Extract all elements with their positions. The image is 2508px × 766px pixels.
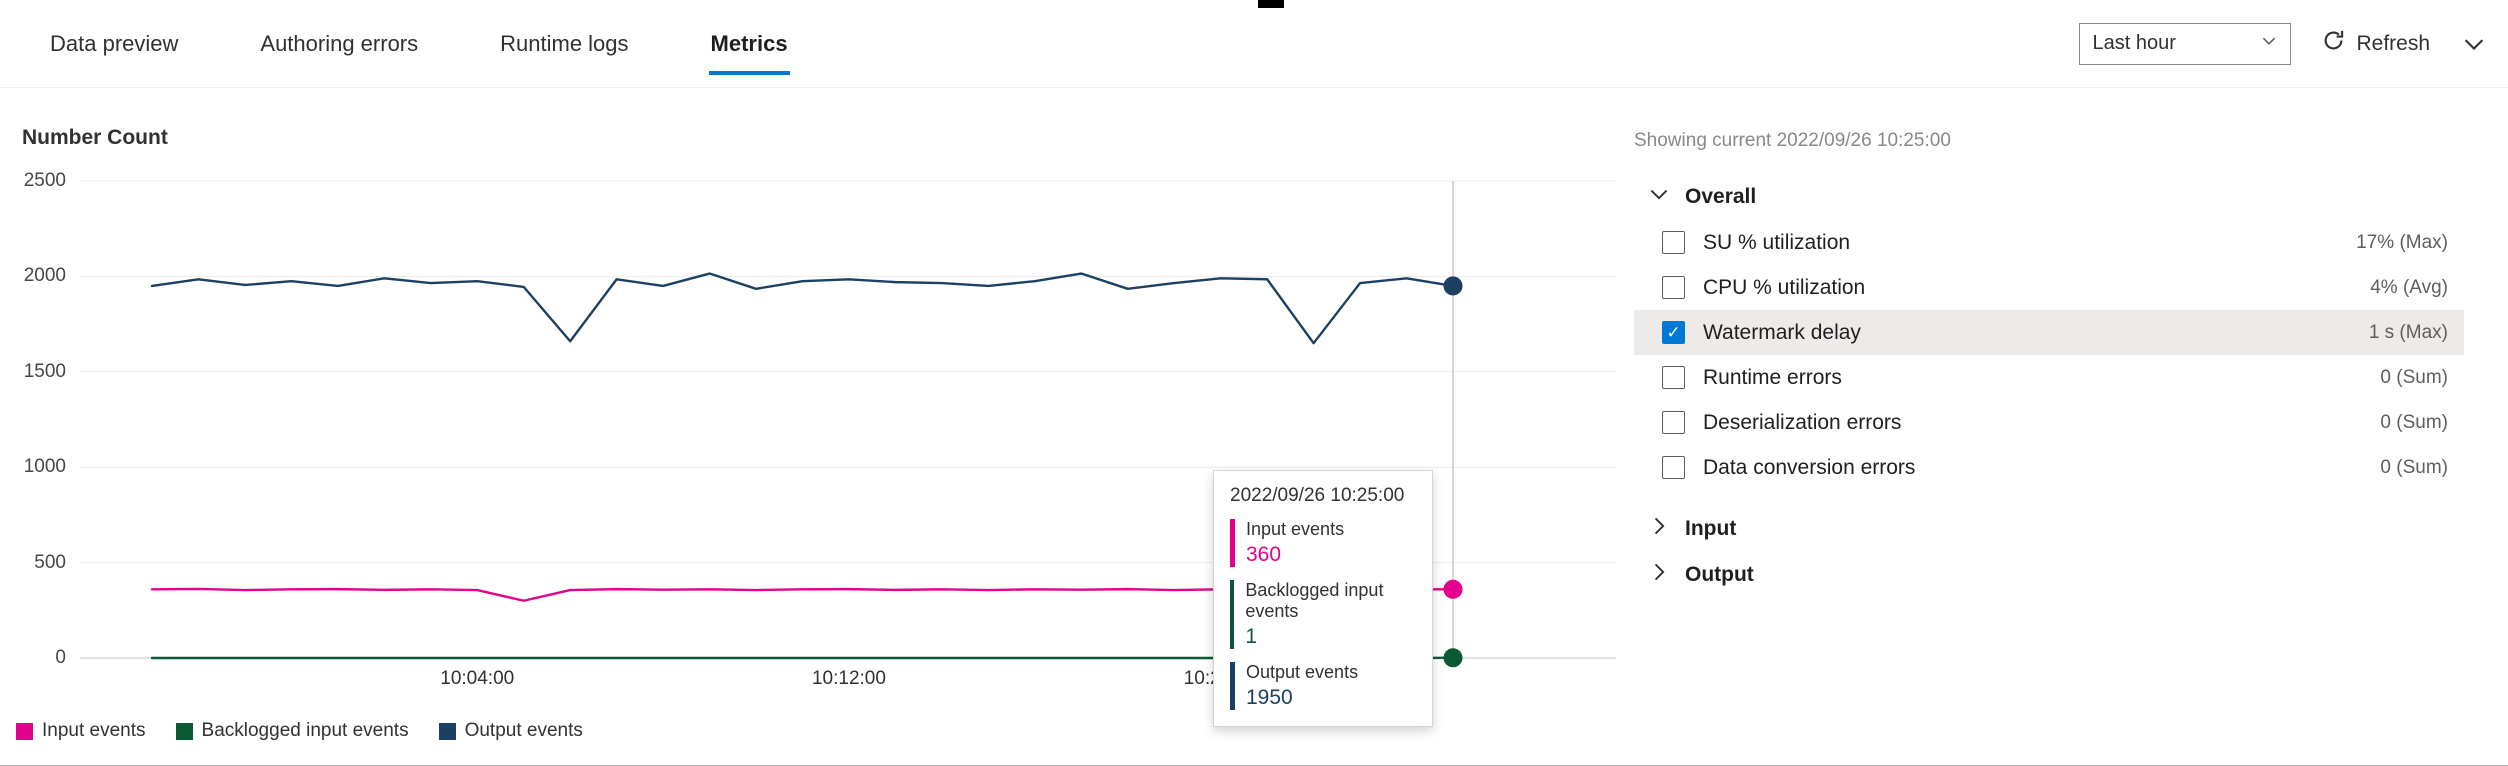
checkbox[interactable]	[1662, 321, 1685, 344]
tab-data-preview[interactable]: Data preview	[50, 30, 179, 56]
showing-current-label: Showing current 2022/09/26 10:25:00	[1634, 130, 1951, 151]
tab-authoring-errors[interactable]: Authoring errors	[260, 30, 419, 56]
group-header-overall[interactable]: Overall	[1634, 174, 2464, 220]
refresh-button[interactable]: Refresh	[2321, 28, 2430, 59]
metric-label: CPU % utilization	[1703, 275, 1866, 299]
checkbox[interactable]	[1662, 456, 1685, 479]
metric-row-cpu-utilization[interactable]: CPU % utilization 4% (Avg)	[1634, 265, 2464, 310]
legend-label: Input events	[42, 720, 146, 741]
group-header-output[interactable]: Output	[1634, 552, 2464, 598]
tooltip-series-label: Output events	[1246, 662, 1359, 682]
series-end-dot-backlogged-input-events	[1443, 648, 1463, 668]
chart-tooltip: 2022/09/26 10:25:00 Input events 360 Bac…	[1213, 470, 1433, 727]
tooltip-entry: Output events 1950	[1230, 662, 1416, 710]
metric-value: 17% (Max)	[2356, 231, 2448, 253]
group-label: Overall	[1685, 185, 1757, 208]
metric-value: 1 s (Max)	[2368, 321, 2448, 343]
checkbox[interactable]	[1662, 276, 1685, 299]
legend-label: Backlogged input events	[201, 720, 409, 741]
metric-value: 4% (Avg)	[2370, 276, 2448, 298]
metric-label: SU % utilization	[1703, 230, 1851, 254]
tooltip-series-label: Input events	[1246, 519, 1345, 539]
metric-row-watermark-delay[interactable]: Watermark delay 1 s (Max)	[1634, 310, 2464, 355]
y-tick-label: 1500	[23, 360, 66, 382]
chart-title: Number Count	[22, 126, 168, 149]
y-tick-label: 500	[34, 551, 66, 573]
resize-handle[interactable]	[1258, 0, 1284, 8]
tab-metrics[interactable]: Metrics	[708, 21, 790, 75]
tab-bar: Data preview Authoring errors Runtime lo…	[48, 21, 790, 75]
group-label: Input	[1685, 517, 1737, 540]
tooltip-series-bar	[1230, 662, 1235, 710]
refresh-label: Refresh	[2356, 31, 2430, 55]
time-range-select[interactable]: Last hour	[2079, 22, 2292, 65]
legend-swatch	[175, 722, 193, 740]
tab-runtime-logs[interactable]: Runtime logs	[500, 30, 629, 56]
chart-legend: Input events Backlogged input events Outpu…	[16, 720, 583, 742]
metric-label: Data conversion errors	[1703, 455, 1916, 479]
chevron-right-icon	[1648, 561, 1670, 589]
x-tick-label: 10:04:00	[440, 668, 515, 689]
series-end-dot-output-events	[1443, 276, 1463, 296]
legend-label: Output events	[464, 720, 583, 741]
legend-swatch	[438, 722, 456, 740]
select-chevron-down-icon	[2260, 32, 2278, 56]
tooltip-series-bar	[1230, 580, 1235, 649]
collapse-panel-chevron-icon[interactable]	[2460, 30, 2488, 58]
group-label: Output	[1685, 563, 1754, 586]
time-range-value: Last hour	[2092, 32, 2176, 54]
tooltip-series-bar	[1230, 519, 1235, 567]
metric-label: Deserialization errors	[1703, 410, 1902, 434]
group-header-input[interactable]: Input	[1634, 506, 2464, 552]
legend-swatch	[16, 722, 33, 740]
legend-item: Output events	[438, 720, 583, 742]
chevron-right-icon	[1648, 515, 1670, 543]
tooltip-series-value: 360	[1246, 543, 1282, 566]
tooltip-entry: Backlogged input events 1	[1230, 580, 1416, 649]
legend-item: Input events	[16, 720, 146, 742]
checkbox[interactable]	[1662, 366, 1685, 389]
series-end-dot-input-events	[1443, 579, 1463, 599]
metric-row-deserialization-errors[interactable]: Deserialization errors 0 (Sum)	[1634, 400, 2464, 445]
chevron-down-icon	[1648, 183, 1670, 211]
refresh-icon	[2321, 28, 2346, 59]
tooltip-series-value: 1950	[1246, 686, 1293, 709]
y-tick-label: 2500	[23, 170, 66, 191]
metric-value: 0 (Sum)	[2380, 456, 2448, 478]
toolbar-right: Last hour Refresh	[2079, 22, 2488, 65]
metric-label: Runtime errors	[1703, 365, 1842, 389]
x-tick-label: 10:12:00	[811, 668, 886, 689]
y-tick-label: 1000	[23, 456, 66, 478]
checkbox[interactable]	[1662, 411, 1685, 434]
metric-row-runtime-errors[interactable]: Runtime errors 0 (Sum)	[1634, 355, 2464, 400]
top-bar: Data preview Authoring errors Runtime lo…	[0, 0, 2508, 88]
tooltip-entry: Input events 360	[1230, 519, 1416, 567]
tooltip-series-value: 1	[1245, 625, 1258, 648]
legend-item: Backlogged input events	[175, 720, 409, 742]
metric-value: 0 (Sum)	[2380, 411, 2448, 433]
checkbox[interactable]	[1662, 231, 1685, 254]
metric-row-data-conversion-errors[interactable]: Data conversion errors 0 (Sum)	[1634, 445, 2464, 490]
tooltip-timestamp: 2022/09/26 10:25:00	[1230, 485, 1405, 506]
series-line-output-events	[150, 272, 1455, 345]
metric-row-su-utilization[interactable]: SU % utilization 17% (Max)	[1634, 220, 2464, 265]
metric-label: Watermark delay	[1703, 320, 1861, 344]
metrics-panel: Showing current 2022/09/26 10:25:00 Over…	[1634, 130, 2464, 598]
tooltip-series-label: Backlogged input events	[1245, 580, 1384, 621]
y-tick-label: 2000	[23, 265, 66, 287]
metric-value: 0 (Sum)	[2380, 366, 2448, 388]
y-tick-label: 0	[55, 647, 66, 668]
